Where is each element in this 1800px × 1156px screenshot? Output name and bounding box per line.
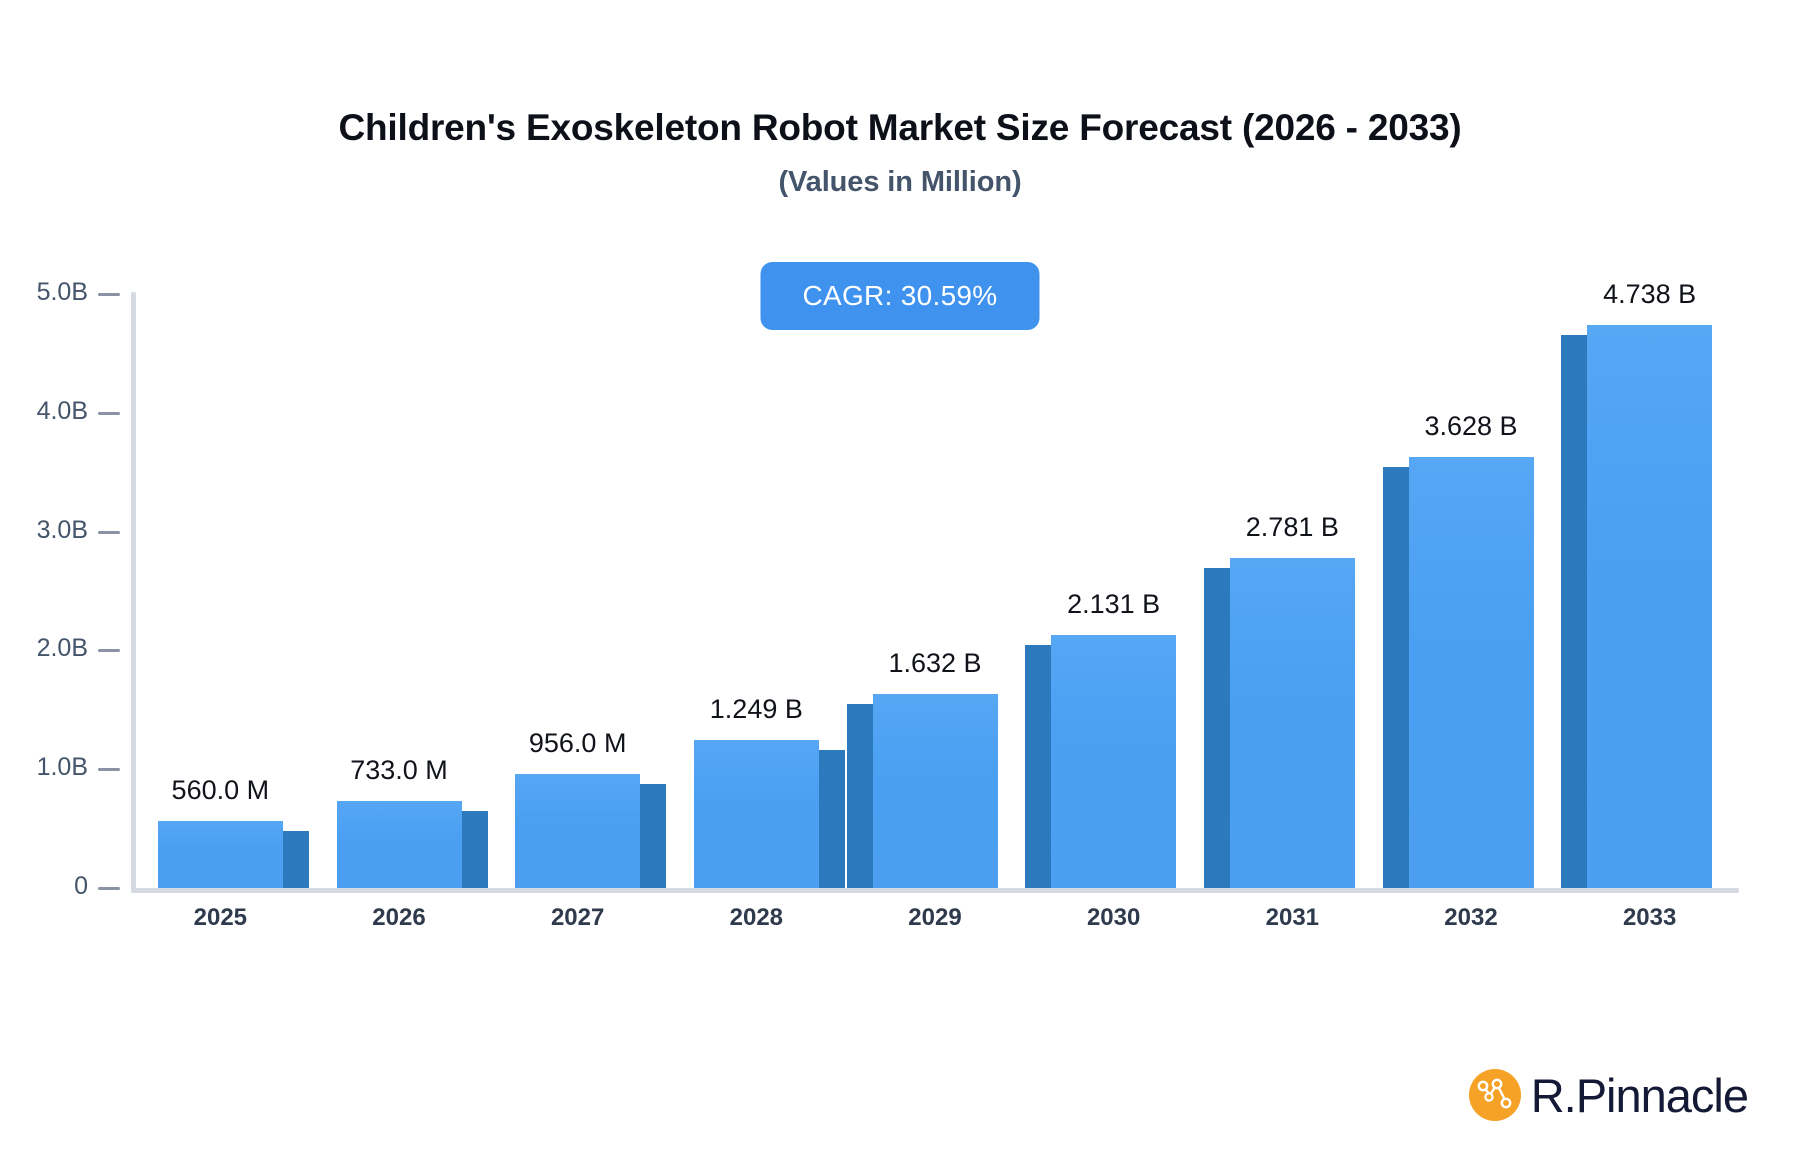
bar-side-face — [1203, 567, 1230, 888]
y-axis-tick-label: 1.0B — [36, 753, 88, 782]
bar-face — [1051, 634, 1177, 888]
x-axis-line — [131, 888, 1739, 893]
y-axis-tick-mark — [98, 887, 120, 890]
x-axis-category-label: 2029 — [908, 904, 962, 931]
bar[interactable] — [515, 774, 667, 888]
bar-side-face — [1561, 335, 1588, 888]
bar[interactable] — [1382, 456, 1534, 888]
bar-face — [336, 800, 462, 888]
bar-value-label: 1.249 B — [709, 693, 803, 724]
x-axis-category-label: 2026 — [372, 904, 426, 931]
y-axis-tick-mark — [98, 293, 120, 296]
y-axis-tick-label: 2.0B — [36, 634, 88, 663]
bar[interactable] — [1561, 325, 1713, 888]
bar-side-face — [846, 704, 873, 888]
x-axis-category-label: 2028 — [729, 904, 784, 931]
y-axis-tick-mark — [98, 768, 120, 772]
bar-face — [157, 821, 283, 888]
chart-title: Children's Exoskeleton Robot Market Size… — [338, 107, 1462, 148]
brand-logo: R.Pinnacle — [1468, 1068, 1749, 1122]
network-nodes-icon — [1468, 1069, 1521, 1121]
bar-side-face — [1025, 644, 1052, 888]
bar-side-face — [282, 831, 309, 888]
cagr-badge: CAGR: 30.59% — [760, 262, 1040, 330]
chart-subtitle: (Values in Million) — [778, 165, 1022, 198]
bar-value-label: 3.628 B — [1424, 410, 1518, 441]
bar[interactable] — [846, 694, 998, 888]
bar[interactable] — [1025, 634, 1177, 888]
x-axis-category-label: 2025 — [193, 904, 248, 931]
bar-value-label: 560.0 M — [171, 775, 270, 806]
x-axis-category-label: 2033 — [1622, 904, 1677, 931]
bar-face — [515, 774, 641, 888]
x-axis-category-label: 2031 — [1265, 904, 1320, 931]
x-axis-category-label: 2030 — [1086, 904, 1141, 931]
y-axis-tick-mark — [98, 649, 120, 653]
chart-header: Children's Exoskeleton Robot Market Size… — [0, 107, 1800, 199]
bar-face — [693, 739, 819, 888]
y-axis-line — [131, 292, 136, 892]
bar[interactable] — [336, 800, 488, 888]
y-axis-tick-mark — [98, 530, 120, 534]
y-axis-tick-label: 5.0B — [36, 278, 88, 306]
brand-name: R.Pinnacle — [1530, 1068, 1749, 1122]
bar[interactable] — [693, 739, 845, 888]
bar-face — [1587, 325, 1713, 888]
bar-face — [872, 694, 998, 888]
bar[interactable] — [1203, 557, 1355, 888]
bar[interactable] — [157, 821, 309, 888]
bar-value-label: 956.0 M — [528, 728, 627, 759]
y-axis-tick-mark — [98, 411, 120, 415]
bar-value-label: 4.738 B — [1603, 279, 1697, 310]
bar-side-face — [461, 810, 488, 888]
bar-value-label: 733.0 M — [350, 754, 448, 785]
y-axis-tick-label: 0 — [74, 872, 88, 900]
bar-side-face — [818, 749, 845, 888]
bar-value-label: 2.781 B — [1245, 511, 1339, 542]
bar-value-label: 2.131 B — [1067, 588, 1161, 619]
y-axis-tick-label: 3.0B — [36, 515, 88, 544]
bar-face — [1408, 456, 1534, 888]
x-axis-category-label: 2027 — [550, 904, 605, 931]
bar-value-label: 1.632 B — [888, 648, 982, 679]
y-axis-tick-label: 4.0B — [36, 396, 88, 425]
bar-face — [1229, 557, 1355, 888]
bar-side-face — [1382, 466, 1409, 888]
bar-side-face — [640, 784, 667, 888]
x-axis-category-label: 2032 — [1444, 904, 1498, 931]
